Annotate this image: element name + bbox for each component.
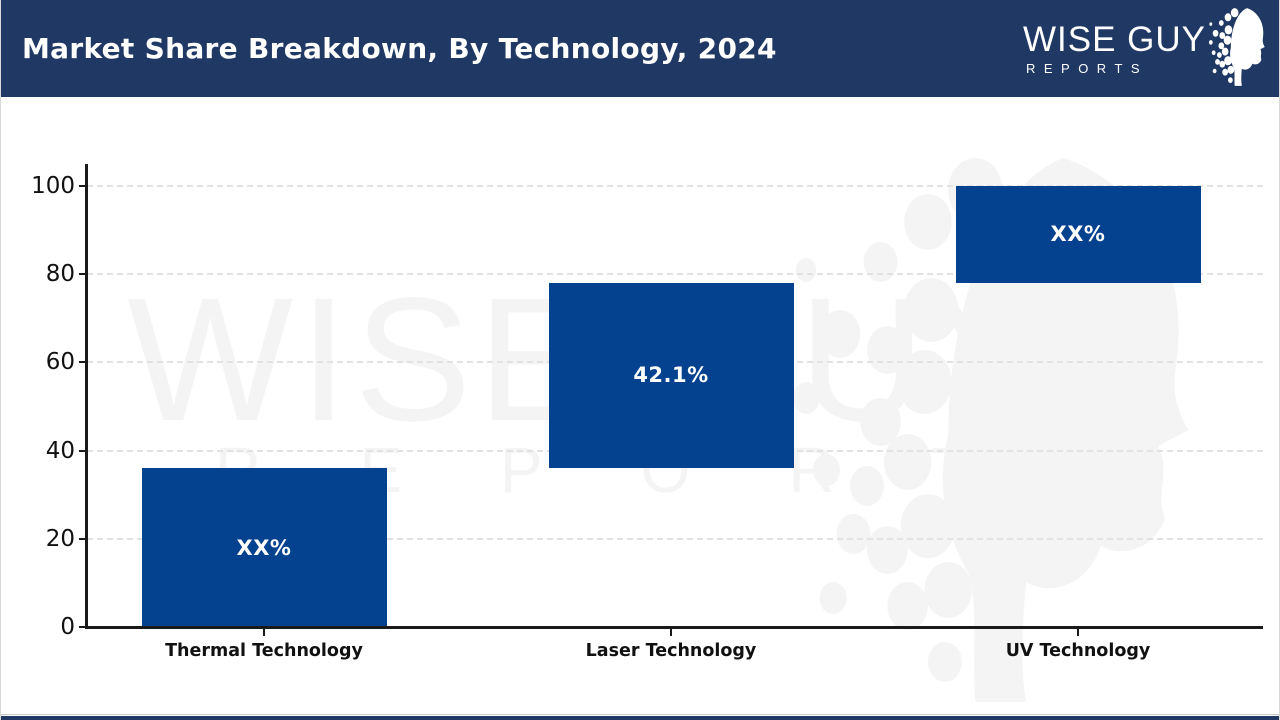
y-tick-0 [79, 626, 87, 628]
bar-uv-technology: XX% [955, 186, 1201, 283]
x-axis-line [85, 626, 1263, 629]
y-tick-20 [79, 537, 87, 540]
page-title: Market Share Breakdown, By Technology, 2… [22, 32, 777, 65]
y-tick-label-40: 40 [45, 437, 75, 464]
gridline-80 [87, 273, 1263, 276]
category-label-3: UV Technology [1005, 641, 1151, 661]
gridline-100 [87, 185, 1263, 187]
header-band: Market Share Breakdown, By Technology, 2… [1, 0, 1279, 97]
footer-divider [1, 714, 1279, 715]
x-tick-3 [1077, 628, 1079, 636]
y-tick-label-20: 20 [45, 525, 75, 552]
y-tick-80 [79, 273, 87, 276]
category-label-2: Laser Technology [585, 641, 757, 661]
y-tick-60 [79, 361, 87, 364]
bar-value-label: XX% [236, 535, 292, 560]
y-tick-label-80: 80 [45, 261, 75, 288]
gridline-20 [87, 537, 1263, 540]
y-tick-label-0: 0 [60, 614, 75, 640]
footer-band [1, 716, 1279, 720]
bar-value-label: 42.1% [633, 363, 709, 388]
logo-wordmark: WISE GUY [1022, 20, 1206, 59]
logo-reports-text: REPORTS [1025, 61, 1149, 76]
y-tick-label-100: 100 [31, 173, 75, 199]
brand-logo: WISE GUY REPORTS [1023, 7, 1269, 91]
y-axis-line [85, 164, 88, 629]
category-label-1: Thermal Technology [165, 641, 363, 661]
y-tick-label-60: 60 [45, 349, 75, 376]
y-tick-100 [79, 185, 87, 187]
y-tick-40 [79, 449, 87, 452]
bar-laser-technology: 42.1% [548, 282, 794, 469]
bar-value-label: XX% [1050, 222, 1106, 247]
x-tick-2 [670, 628, 672, 636]
x-tick-1 [263, 628, 265, 636]
dotted-head-profile-icon [1207, 7, 1269, 91]
bar-thermal-technology: XX% [141, 468, 387, 627]
